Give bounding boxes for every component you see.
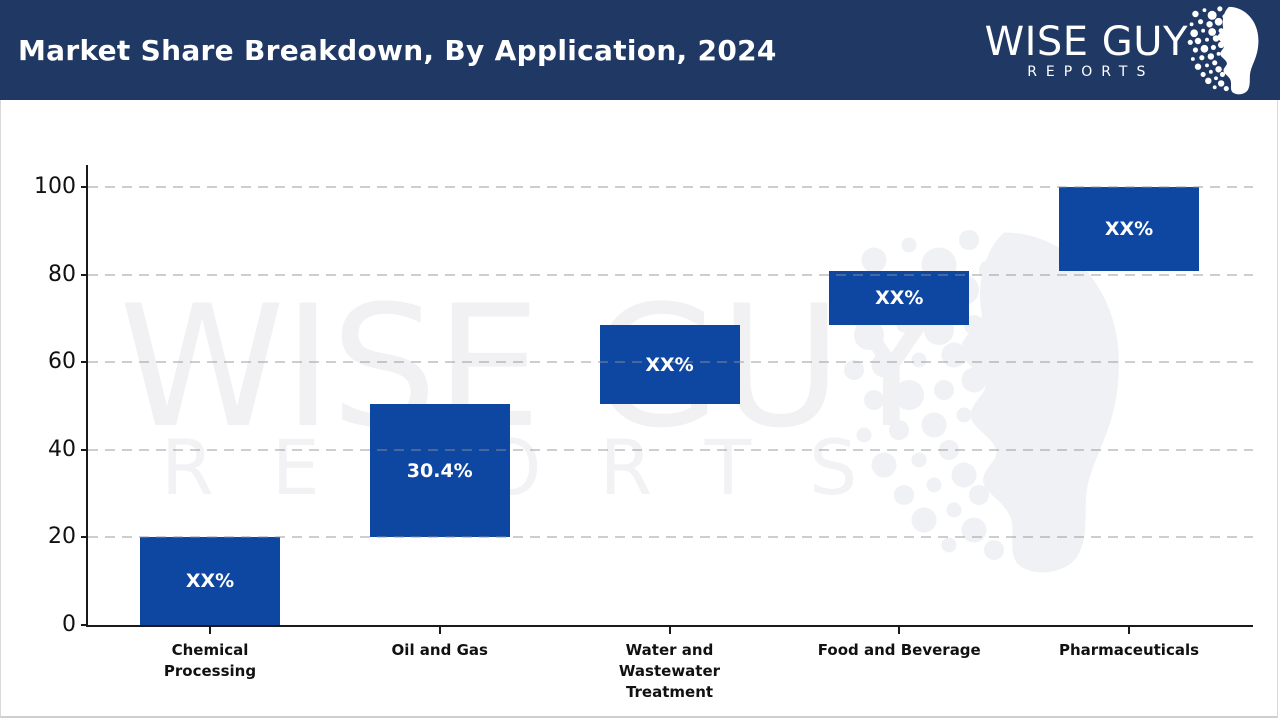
logo-text: WISE GUY REPORTS (985, 21, 1188, 80)
y-tick-label: 100 (34, 174, 76, 199)
header-bar: Market Share Breakdown, By Application, … (0, 0, 1280, 100)
bar-label: XX% (645, 353, 694, 376)
y-tick-mark (81, 624, 88, 626)
watermark-subtitle: REPORTS (161, 423, 916, 512)
gridline-40 (88, 448, 1253, 451)
y-tick-mark (81, 273, 88, 276)
bar-label: 30.4% (406, 459, 473, 482)
bar-label: XX% (185, 570, 235, 593)
y-tick-mark (81, 361, 88, 364)
wiseguy-face-icon (1187, 6, 1259, 95)
logo-subtitle: REPORTS (1027, 63, 1155, 80)
x-tick-label: Water and Wastewater Treatment (618, 641, 721, 701)
y-tick-label: 80 (48, 261, 76, 287)
y-tick-label: 0 (62, 612, 76, 637)
x-tick-mark (668, 627, 671, 634)
x-tick-label: Chemical Processing (163, 641, 257, 680)
bar-3 (599, 325, 740, 405)
x-tick-mark (209, 627, 211, 634)
page-title: Market Share Breakdown, By Application, … (18, 33, 777, 67)
x-tick-mark (898, 627, 901, 634)
gridline-80 (88, 273, 1253, 276)
y-tick-label: 60 (48, 349, 76, 375)
x-axis-line (86, 625, 1253, 627)
gridline-100 (88, 186, 1253, 188)
bar-5 (1059, 187, 1199, 271)
y-tick-mark (81, 186, 88, 188)
bar-4 (829, 270, 970, 326)
y-tick-label: 20 (48, 524, 76, 550)
x-tick-label: Pharmaceuticals (1058, 641, 1200, 659)
x-tick-label: Oil and Gas (391, 641, 488, 659)
bar-label: XX% (1104, 217, 1154, 240)
y-tick-mark (81, 536, 88, 539)
gridline-20 (88, 536, 1253, 539)
y-axis-line (86, 165, 88, 627)
wiseguy-logo: WISE GUY REPORTS (985, 5, 1280, 95)
gridline-60 (88, 361, 1253, 364)
logo-wordmark: WISE GUY (984, 18, 1188, 65)
bar-label: XX% (875, 287, 924, 310)
y-tick-mark (81, 448, 88, 451)
y-tick-label: 40 (48, 436, 76, 462)
x-tick-mark (438, 627, 441, 634)
bar-2 (369, 404, 510, 538)
bar-1 (140, 537, 280, 625)
watermark-wordmark: WISE GUY (119, 269, 943, 465)
x-tick-label: Food and Beverage (817, 641, 981, 659)
x-tick-mark (1128, 627, 1130, 634)
